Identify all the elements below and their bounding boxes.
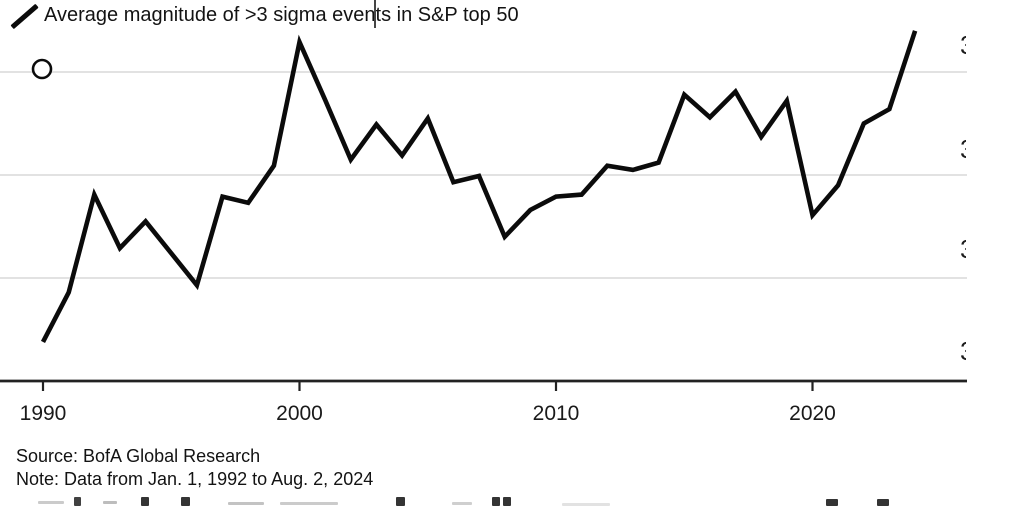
- y-axis-label-clipped: 3: [960, 32, 966, 58]
- x-axis-label: 1990: [19, 402, 67, 425]
- clipped-text-fragment: [103, 501, 117, 504]
- clipped-text-fragment: [826, 499, 838, 506]
- chart-title: Average magnitude of >3 sigma events in …: [44, 4, 519, 26]
- clipped-text-fragment: [181, 497, 190, 506]
- source-text: Source: BofA Global Research: [16, 446, 261, 466]
- x-axis-label: 2020: [789, 402, 836, 425]
- clipped-text-fragment: [503, 497, 511, 506]
- y-axis-label-clipped: 3: [960, 136, 966, 162]
- x-axis-labels: 1990 2000 2010 2020: [0, 402, 1024, 428]
- x-axis-label: 2000: [276, 402, 323, 425]
- text-cursor-artifact: [374, 0, 376, 28]
- clipped-text-fragment: [562, 503, 610, 506]
- clipped-text-fragment: [38, 501, 64, 504]
- clipped-text-fragment: [280, 502, 338, 505]
- clipped-text-fragment: [74, 497, 81, 506]
- open-circle-marker: [31, 58, 53, 80]
- clipped-text-fragment: [492, 497, 500, 506]
- clipped-text-fragment: [452, 502, 472, 505]
- clipped-text-fragment: [228, 502, 264, 505]
- chart-svg: [0, 30, 967, 391]
- series-line: [40, 30, 918, 343]
- y-axis-label-clipped: 3: [960, 236, 966, 262]
- clipped-text-fragment: [396, 497, 405, 506]
- clipped-text-fragment: [877, 499, 889, 506]
- clipped-text-fragment: [141, 497, 149, 506]
- y-axis-label-clipped: 3: [960, 338, 966, 364]
- x-axis-label: 2010: [532, 402, 580, 425]
- note-text: Note: Data from Jan. 1, 1992 to Aug. 2, …: [16, 469, 374, 489]
